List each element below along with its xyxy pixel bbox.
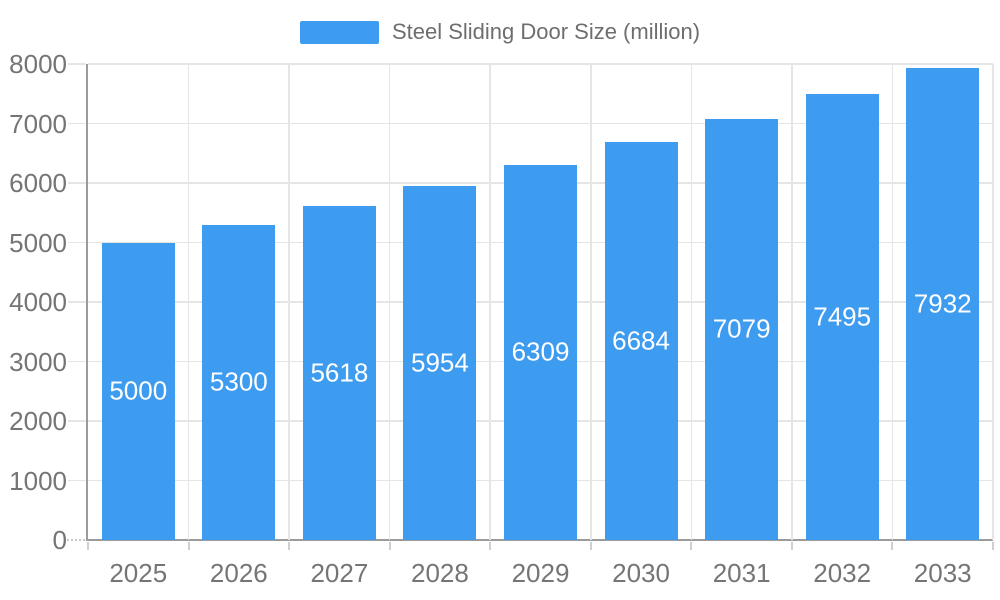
bar-value-label: 5300	[209, 366, 268, 397]
x-axis-tick	[589, 542, 592, 550]
bar-value-label: 5954	[411, 347, 469, 378]
y-axis-tick	[68, 122, 86, 124]
y-tick-label: 0	[52, 525, 67, 555]
v-gridline	[791, 64, 793, 540]
x-tick-label: 2033	[913, 558, 972, 588]
legend-color-swatch-icon	[299, 20, 379, 44]
x-axis-tick	[288, 542, 291, 550]
y-axis-tick	[68, 63, 86, 65]
v-gridline	[489, 64, 491, 540]
h-gridline	[88, 63, 993, 65]
v-gridline	[891, 64, 894, 540]
x-axis-tick	[87, 542, 89, 550]
bar-value-label: 7932	[913, 288, 972, 319]
bar-2033: 7932	[906, 68, 980, 540]
y-tick-label: 5000	[9, 227, 67, 258]
y-axis-line	[86, 64, 88, 540]
x-axis-line	[86, 539, 993, 541]
y-axis-tick	[68, 360, 86, 362]
legend-label: Steel Sliding Door Size (million)	[391, 19, 701, 44]
x-tick-label: 2025	[109, 558, 168, 588]
bar-value-label: 7079	[712, 313, 771, 344]
plot-area: 5000 5300 5618 5954 6309 6684 7079 7495 7932	[88, 63, 994, 540]
x-axis-tick	[388, 542, 391, 550]
x-axis-tick	[891, 542, 894, 550]
y-tick-label: 1000	[9, 465, 67, 496]
y-axis-tick	[68, 182, 86, 184]
chart-legend: Steel Sliding Door Size (million)	[0, 19, 1000, 45]
v-gridline	[187, 64, 190, 540]
y-tick-label: 6000	[9, 168, 67, 198]
bar-2031: 7079	[705, 118, 779, 540]
v-gridline	[288, 64, 290, 540]
x-axis-tick	[489, 542, 492, 550]
x-tick-label: 2027	[310, 558, 369, 588]
legend-item[interactable]: Steel Sliding Door Size (million)	[299, 19, 701, 45]
bar-value-label: 5000	[109, 375, 168, 406]
h-gridline	[88, 122, 993, 125]
x-axis-tick	[790, 542, 793, 550]
y-tick-label: 3000	[9, 346, 67, 377]
x-tick-label: 2032	[813, 558, 872, 588]
x-axis-tick	[992, 542, 994, 550]
bar-2027: 5618	[302, 205, 376, 540]
v-gridline	[590, 64, 592, 540]
x-tick-label: 2028	[411, 558, 469, 588]
bar-value-label: 7495	[813, 301, 872, 332]
y-axis-tick	[68, 301, 86, 303]
bar-2029: 6309	[504, 164, 577, 540]
y-tick-label: 7000	[9, 108, 67, 139]
v-gridline	[992, 64, 994, 540]
x-tick-label: 2026	[209, 558, 268, 588]
y-axis-tick	[68, 420, 86, 422]
bar-value-label: 6684	[612, 325, 670, 356]
x-tick-label: 2029	[511, 558, 570, 588]
y-axis-tick	[68, 241, 86, 243]
x-tick-label: 2030	[612, 558, 670, 588]
bar-value-label: 6309	[511, 336, 570, 367]
bar-2030: 6684	[604, 142, 678, 540]
v-gridline	[690, 64, 693, 540]
v-gridline	[388, 64, 391, 540]
bar-2026: 5300	[202, 224, 276, 540]
bar-2032: 7495	[805, 94, 879, 540]
y-tick-label: 8000	[9, 49, 67, 79]
x-axis-tick	[187, 542, 190, 550]
x-tick-label: 2031	[712, 558, 771, 588]
y-tick-label: 2000	[9, 406, 67, 436]
bar-value-label: 5618	[310, 357, 369, 388]
bar-2025: 5000	[101, 242, 175, 540]
y-axis-tick	[68, 479, 86, 481]
bar-2028: 5954	[403, 185, 477, 540]
y-axis-tick	[67, 539, 85, 541]
x-axis-tick	[690, 542, 693, 550]
y-tick-label: 4000	[9, 287, 67, 317]
